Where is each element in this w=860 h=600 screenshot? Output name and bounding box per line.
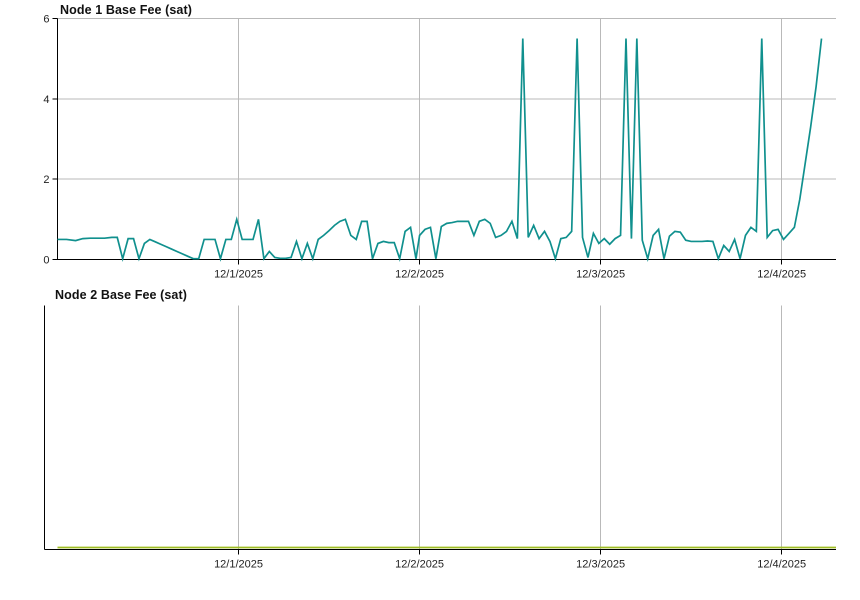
chart-title-node-2: Node 2 Base Fee (sat) [55, 288, 188, 302]
y-tick-label: 0 [43, 255, 49, 267]
x-tick-label: 12/1/2025 [214, 559, 263, 571]
line-chart-node-2[interactable]: 12/1/2025 12/2/2025 12/3/2025 12/4/2025 [0, 285, 860, 600]
y-tick-label: 6 [43, 14, 49, 26]
x-tick-label: 12/2/2025 [395, 559, 444, 571]
line-chart-node-1[interactable]: 0 2 4 6 12/1/2025 12/2/2025 12/3/2025 12/4/2025 [0, 0, 860, 285]
x-tick-label: 12/4/2025 [757, 559, 806, 571]
series-line-node-1[interactable] [57, 38, 823, 263]
x-tick-label: 12/3/2025 [576, 269, 625, 281]
chart-panel-node-2: Node 2 Base Fee (sat) 12/1/2025 12/2/2025… [0, 285, 860, 600]
y-tick-label: 2 [43, 174, 49, 186]
x-tick-label: 12/4/2025 [757, 269, 806, 281]
chart-panel-node-1: Node 1 Base Fee (sat) 0 2 4 6 12/1/2025 12/2/… [0, 0, 860, 285]
x-tick-label: 12/1/2025 [214, 269, 263, 281]
chart-title-node-1: Node 1 Base Fee (sat) [60, 3, 193, 17]
y-tick-label: 4 [43, 94, 49, 106]
x-tick-label: 12/2/2025 [395, 269, 444, 281]
x-tick-label: 12/3/2025 [576, 559, 625, 571]
